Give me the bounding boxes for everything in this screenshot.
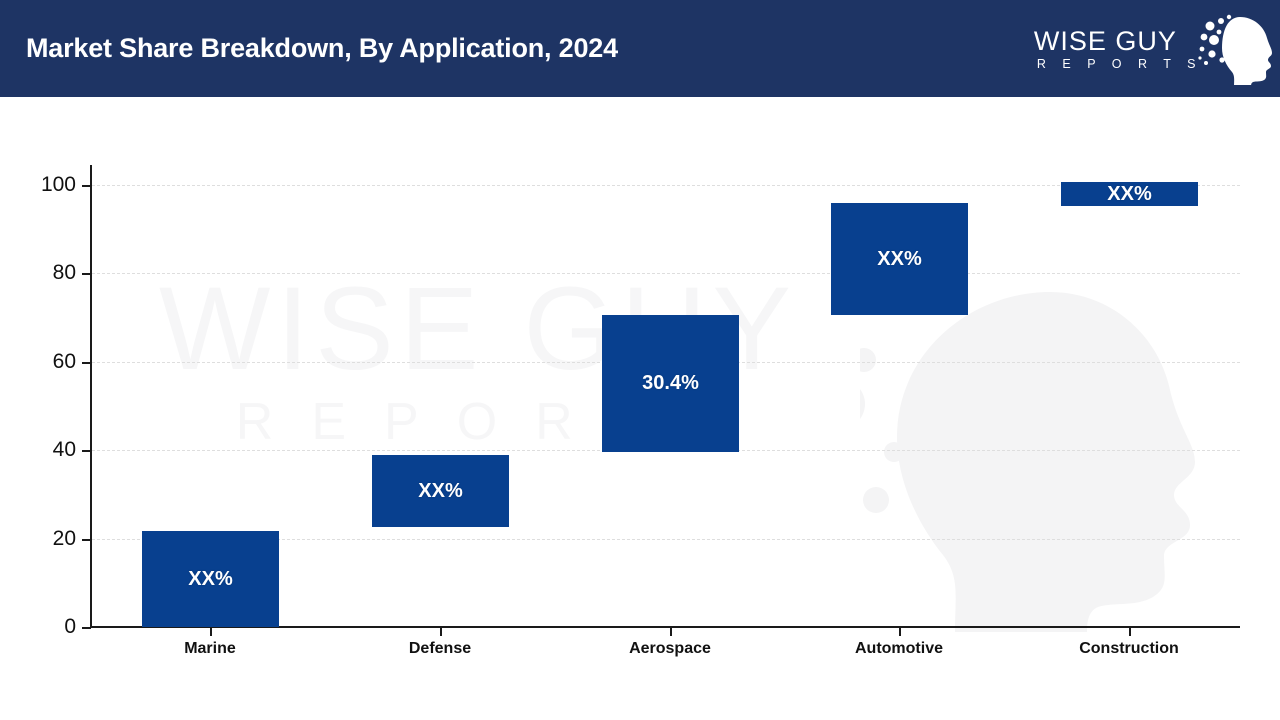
bar-marine[interactable]: XX% (142, 531, 279, 627)
watermark-line1: WISE GUY (158, 263, 798, 395)
x-tick-mark-aerospace (670, 627, 672, 636)
y-tick-label-60: 60 (52, 350, 76, 373)
y-tick-mark-40 (82, 450, 91, 452)
bar-label-defense: XX% (418, 479, 463, 502)
x-tick-mark-construction (1129, 627, 1131, 636)
gridline-20 (92, 539, 1240, 540)
logo-primary-text: WISE GUY (1033, 25, 1177, 56)
x-tick-label-construction: Construction (1079, 640, 1179, 657)
y-axis-line (90, 165, 92, 628)
page-header: Market Share Breakdown, By Application, … (0, 0, 1280, 97)
bar-label-marine: XX% (188, 567, 233, 590)
brand-logo: WISE GUY R E P O R T S (1024, 5, 1274, 93)
bar-construction[interactable]: XX% (1061, 182, 1198, 206)
y-tick-mark-0 (82, 627, 91, 629)
bar-label-automotive: XX% (877, 247, 922, 270)
x-tick-label-aerospace: Aerospace (629, 640, 711, 657)
x-tick-mark-automotive (899, 627, 901, 636)
y-tick-label-40: 40 (52, 438, 76, 461)
y-tick-label-20: 20 (52, 527, 76, 550)
watermark-line2: REPORTS (235, 393, 753, 451)
y-tick-mark-100 (82, 185, 91, 187)
page-title: Market Share Breakdown, By Application, … (26, 33, 618, 63)
logo-text-block: WISE GUY R E P O R T S (1034, 26, 1274, 72)
bar-automotive[interactable]: XX% (831, 203, 968, 315)
bar-label-construction: XX% (1107, 182, 1152, 205)
x-tick-label-defense: Defense (408, 640, 472, 657)
bar-defense[interactable]: XX% (372, 455, 509, 527)
x-tick-mark-defense (440, 627, 442, 636)
chart-plot-area: WISE GUY REPORTS (0, 97, 1280, 720)
x-tick-label-automotive: Automotive (855, 640, 943, 657)
y-tick-label-80: 80 (52, 261, 76, 284)
bar-label-aerospace: 30.4% (642, 372, 699, 394)
gridline-100 (92, 185, 1240, 186)
y-tick-mark-20 (82, 539, 91, 541)
x-tick-label-marine: Marine (184, 640, 236, 657)
x-tick-mark-marine (210, 627, 212, 636)
y-tick-mark-60 (82, 362, 91, 364)
logo-secondary-text: R E P O R T S (1036, 56, 1202, 71)
x-axis-line (90, 626, 1240, 628)
gridline-80 (92, 273, 1240, 274)
dotted-head-watermark-icon (860, 285, 1195, 632)
y-tick-mark-80 (82, 273, 91, 275)
y-tick-label-100: 100 (40, 173, 76, 196)
bar-aerospace[interactable]: 30.4% (602, 315, 739, 452)
dotted-head-logo-icon (1198, 14, 1272, 85)
y-tick-label-0: 0 (64, 615, 76, 638)
